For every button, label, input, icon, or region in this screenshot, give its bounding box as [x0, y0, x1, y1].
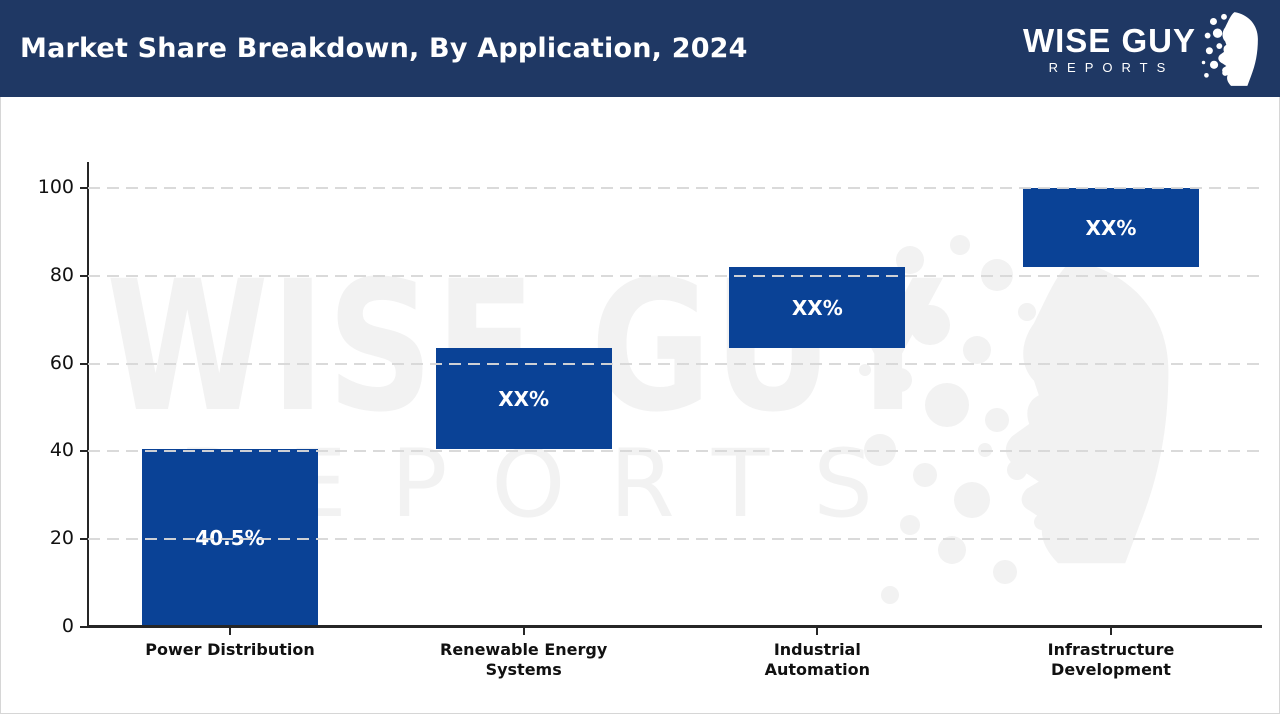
category-label-line: Development	[1051, 660, 1171, 680]
bar-value-label-infrastructure-development: XX%	[1085, 215, 1137, 240]
category-label-infrastructure-development: Infrastructure Development	[981, 640, 1241, 681]
y-tick-label-60: 60	[49, 351, 74, 374]
bar-value-label-renewable-energy-systems: XX%	[498, 386, 550, 411]
y-tick-label-20: 20	[49, 527, 74, 550]
watermark-head-icon	[859, 224, 1169, 604]
y-tick-mark-40	[80, 450, 88, 453]
gridline-60	[88, 362, 1262, 365]
header: Market Share Breakdown, By Application, …	[0, 0, 1280, 97]
gridline-20	[88, 538, 1262, 541]
y-tick-label-40: 40	[49, 439, 74, 462]
bar-infrastructure-development: XX%	[1023, 188, 1199, 268]
category-label-line: Automation	[764, 660, 871, 680]
category-label-line: Power Distribution	[145, 640, 315, 659]
y-tick-mark-100	[80, 187, 88, 189]
category-label-line: Renewable Energy	[440, 640, 608, 659]
bar-power-distribution: 40.5%	[142, 449, 318, 627]
y-tick-mark-80	[80, 274, 88, 277]
x-tick-mark-infrastructure-development	[1110, 627, 1112, 635]
gridline-100	[88, 187, 1262, 189]
x-tick-mark-renewable-energy-systems	[522, 627, 525, 635]
logo-text: WISE GUY REPORTS	[1023, 24, 1196, 74]
bar-industrial-automation: XX%	[729, 267, 906, 349]
category-label-industrial-automation: Industrial Automation	[687, 640, 947, 681]
y-tick-label-100: 100	[37, 176, 74, 198]
y-tick-label-0: 0	[61, 615, 74, 637]
category-label-line: Systems	[485, 660, 562, 680]
bar-value-label-power-distribution: 40.5%	[195, 526, 265, 551]
y-tick-label-80: 80	[49, 263, 74, 286]
logo-wordmark: WISE GUY	[1022, 21, 1196, 59]
category-label-line: Industrial	[773, 640, 861, 659]
x-axis-line	[87, 625, 1262, 628]
logo-subtext: REPORTS	[1048, 59, 1175, 75]
y-tick-mark-20	[80, 538, 88, 541]
bar-value-label-industrial-automation: XX%	[791, 295, 843, 320]
y-tick-mark-60	[80, 362, 88, 365]
page-title: Market Share Breakdown, By Application, …	[20, 33, 748, 64]
logo-head-icon	[1201, 11, 1258, 86]
category-label-renewable-energy-systems: Renewable Energy Systems	[394, 640, 654, 681]
gridline-80	[88, 274, 1262, 277]
x-tick-mark-power-distribution	[229, 627, 231, 635]
gridline-40	[88, 450, 1262, 453]
y-tick-mark-0	[80, 626, 88, 628]
bar-renewable-energy-systems: XX%	[435, 348, 612, 450]
x-tick-mark-industrial-automation	[816, 627, 819, 635]
category-label-power-distribution: Power Distribution	[100, 640, 360, 660]
y-axis-line	[87, 162, 89, 628]
category-label-line: Infrastructure	[1047, 640, 1175, 659]
wiseguy-logo: WISE GUY REPORTS	[1023, 11, 1262, 87]
